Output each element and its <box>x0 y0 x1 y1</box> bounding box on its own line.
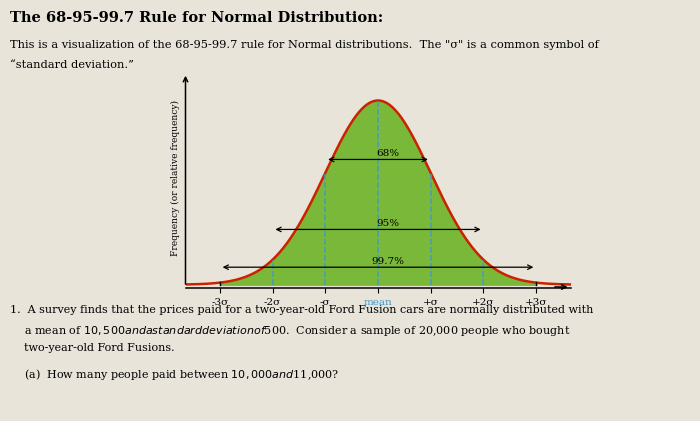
Text: This is a visualization of the 68-95-99.7 rule for Normal distributions.  The "σ: This is a visualization of the 68-95-99.… <box>10 40 598 50</box>
Text: “standard deviation.”: “standard deviation.” <box>10 60 134 70</box>
Text: 99.7%: 99.7% <box>371 257 404 266</box>
Text: 1.  A survey finds that the prices paid for a two-year-old Ford Fusion cars are : 1. A survey finds that the prices paid f… <box>10 305 593 315</box>
Y-axis label: Frequency (or relative frequency): Frequency (or relative frequency) <box>171 100 180 256</box>
Text: (a)  How many people paid between $10,000 and $11,000?: (a) How many people paid between $10,000… <box>10 367 339 382</box>
Text: 68%: 68% <box>376 149 399 157</box>
Text: a mean of $10,500 and a standard deviation of $500.  Consider a sample of 20,000: a mean of $10,500 and a standard deviati… <box>10 324 570 338</box>
Text: The 68-95-99.7 Rule for Normal Distribution:: The 68-95-99.7 Rule for Normal Distribut… <box>10 11 383 24</box>
Text: two-year-old Ford Fusions.: two-year-old Ford Fusions. <box>10 343 174 353</box>
Text: 95%: 95% <box>376 219 399 228</box>
